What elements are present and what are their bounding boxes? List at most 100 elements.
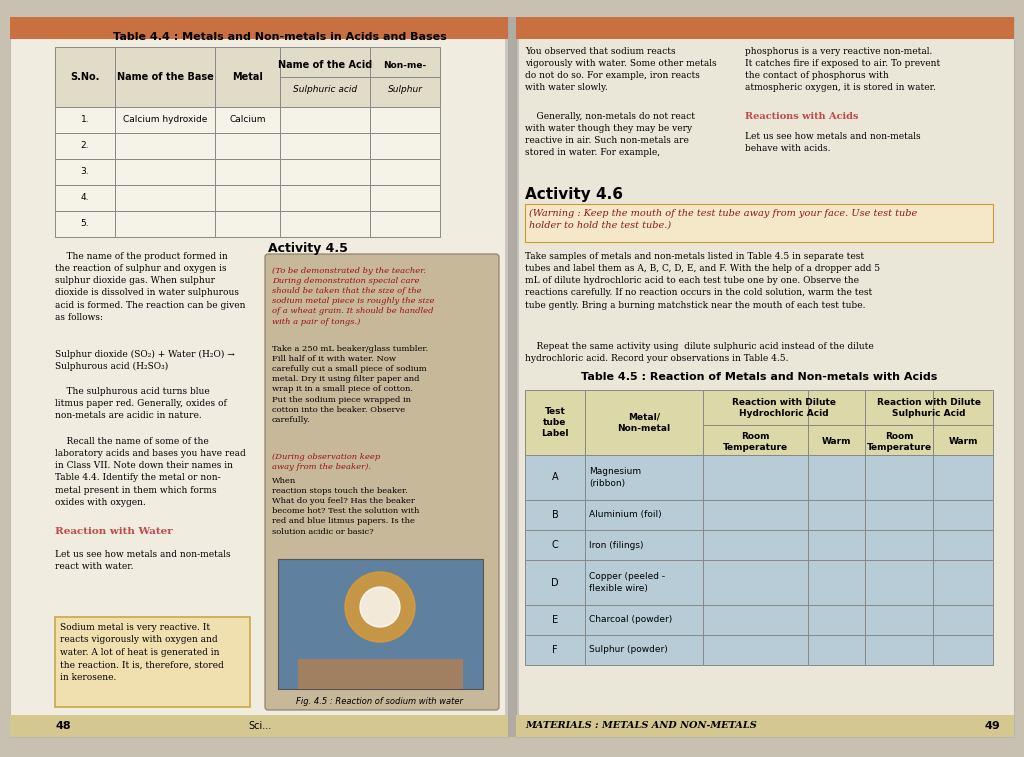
Text: Warm: Warm <box>821 438 851 447</box>
Text: phosphorus is a very reactive non-metal.
It catches fire if exposed to air. To p: phosphorus is a very reactive non-metal.… <box>745 47 940 92</box>
Bar <box>808 530 865 560</box>
Bar <box>505 17 519 737</box>
Bar <box>55 185 115 211</box>
Text: Generally, non-metals do not react
with water though they may be very
reactive i: Generally, non-metals do not react with … <box>525 112 695 157</box>
Text: 3.: 3. <box>81 167 89 176</box>
Bar <box>585 500 703 530</box>
Text: C: C <box>552 540 558 550</box>
Text: Sulphur (powder): Sulphur (powder) <box>589 646 668 655</box>
Bar <box>278 559 483 689</box>
Text: Name of the Base: Name of the Base <box>117 72 213 82</box>
Text: B: B <box>552 510 558 520</box>
Bar <box>115 185 215 211</box>
Text: When
reaction stops touch the beaker.
What do you feel? Has the beaker
become ho: When reaction stops touch the beaker. Wh… <box>272 477 420 535</box>
Text: The name of the product formed in
the reaction of sulphur and oxygen is
sulphur : The name of the product formed in the re… <box>55 252 246 322</box>
Bar <box>808 560 865 605</box>
Bar <box>370 185 440 211</box>
Text: Name of the Acid: Name of the Acid <box>278 60 372 70</box>
Text: Iron (filings): Iron (filings) <box>589 540 643 550</box>
Text: You observed that sodium reacts
vigorously with water. Some other metals
do not : You observed that sodium reacts vigorous… <box>525 47 717 92</box>
Bar <box>280 185 370 211</box>
Bar <box>703 635 808 665</box>
Bar <box>516 17 1014 737</box>
Text: A: A <box>552 472 558 482</box>
Bar <box>280 107 370 133</box>
Bar <box>370 47 440 107</box>
Text: Take samples of metals and non-metals listed in Table 4.5 in separate test
tubes: Take samples of metals and non-metals li… <box>525 252 880 310</box>
Bar <box>933 455 993 500</box>
Bar <box>525 635 585 665</box>
Bar <box>516 17 1014 39</box>
Bar <box>933 560 993 605</box>
Text: Test
tube
Label: Test tube Label <box>542 407 568 438</box>
Bar <box>525 500 585 530</box>
Bar <box>215 133 280 159</box>
Text: 48: 48 <box>55 721 71 731</box>
Text: 5.: 5. <box>81 220 89 229</box>
Bar <box>865 605 933 635</box>
Text: (During observation keep
away from the beaker).: (During observation keep away from the b… <box>272 453 380 471</box>
Text: Fig. 4.5 : Reaction of sodium with water: Fig. 4.5 : Reaction of sodium with water <box>297 697 464 706</box>
Bar <box>55 211 115 237</box>
Bar <box>703 390 808 455</box>
Bar <box>55 133 115 159</box>
Bar <box>280 47 370 107</box>
Text: MATERIALS : METALS AND NON-METALS: MATERIALS : METALS AND NON-METALS <box>525 721 757 731</box>
Bar <box>865 635 933 665</box>
Bar <box>865 560 933 605</box>
Text: 49: 49 <box>984 721 1000 731</box>
Text: Magnesium
(ribbon): Magnesium (ribbon) <box>589 468 641 488</box>
Text: (Warning : Keep the mouth of the test tube away from your face. Use test tube
ho: (Warning : Keep the mouth of the test tu… <box>529 209 918 230</box>
Bar <box>115 47 215 107</box>
Bar <box>933 605 993 635</box>
Text: Sulphur dioxide (SO₂) + Water (H₂O) →
Sulphurous acid (H₂SO₃): Sulphur dioxide (SO₂) + Water (H₂O) → Su… <box>55 350 234 372</box>
Bar <box>933 635 993 665</box>
Text: Repeat the same activity using  dilute sulphuric acid instead of the dilute
hydr: Repeat the same activity using dilute su… <box>525 342 873 363</box>
Text: Let us see how metals and non-metals
behave with acids.: Let us see how metals and non-metals beh… <box>745 132 921 153</box>
Bar <box>808 500 865 530</box>
Text: Metal: Metal <box>232 72 263 82</box>
Bar <box>370 107 440 133</box>
Bar <box>585 605 703 635</box>
Bar <box>298 659 463 689</box>
Text: Recall the name of some of the
laboratory acids and bases you have read
in Class: Recall the name of some of the laborator… <box>55 437 246 506</box>
Text: Reaction with Dilute
Hydrochloric Acid: Reaction with Dilute Hydrochloric Acid <box>732 398 836 418</box>
Bar <box>215 159 280 185</box>
Bar <box>55 107 115 133</box>
Bar <box>215 185 280 211</box>
Text: The sulphurous acid turns blue
litmus paper red. Generally, oxides of
non-metals: The sulphurous acid turns blue litmus pa… <box>55 387 226 420</box>
Text: Sodium metal is very reactive. It
reacts vigorously with oxygen and
water. A lot: Sodium metal is very reactive. It reacts… <box>60 623 224 682</box>
Bar <box>280 159 370 185</box>
Bar <box>703 500 808 530</box>
Text: 4.: 4. <box>81 194 89 203</box>
Text: Calcium: Calcium <box>229 116 266 124</box>
Circle shape <box>360 587 400 627</box>
Bar <box>865 390 933 455</box>
Bar <box>865 455 933 500</box>
Text: Let us see how metals and non-metals
react with water.: Let us see how metals and non-metals rea… <box>55 550 230 571</box>
Bar <box>933 530 993 560</box>
Circle shape <box>345 572 415 642</box>
Text: Room
Temperature: Room Temperature <box>723 432 788 452</box>
Text: Table 4.4 : Metals and Non-metals in Acids and Bases: Table 4.4 : Metals and Non-metals in Aci… <box>113 32 446 42</box>
Text: Reactions with Acids: Reactions with Acids <box>745 112 858 121</box>
Bar <box>10 17 508 39</box>
Bar <box>933 500 993 530</box>
Text: S.No.: S.No. <box>71 72 99 82</box>
Bar <box>585 530 703 560</box>
Bar <box>808 635 865 665</box>
Text: Non-me-: Non-me- <box>383 61 427 70</box>
Bar <box>280 211 370 237</box>
Bar <box>115 159 215 185</box>
Bar <box>525 560 585 605</box>
Text: Sci...: Sci... <box>249 721 271 731</box>
Text: Table 4.5 : Reaction of Metals and Non-metals with Acids: Table 4.5 : Reaction of Metals and Non-m… <box>581 372 937 382</box>
Bar <box>585 455 703 500</box>
Bar <box>703 455 808 500</box>
Bar <box>115 133 215 159</box>
Bar <box>215 47 280 107</box>
Text: Take a 250 mL beaker/glass tumbler.
Fill half of it with water. Now
carefully cu: Take a 250 mL beaker/glass tumbler. Fill… <box>272 345 428 424</box>
Text: Reaction with Dilute
Sulphuric Acid: Reaction with Dilute Sulphuric Acid <box>877 398 981 418</box>
Text: Copper (peeled -
flexible wire): Copper (peeled - flexible wire) <box>589 572 666 593</box>
Bar <box>703 605 808 635</box>
